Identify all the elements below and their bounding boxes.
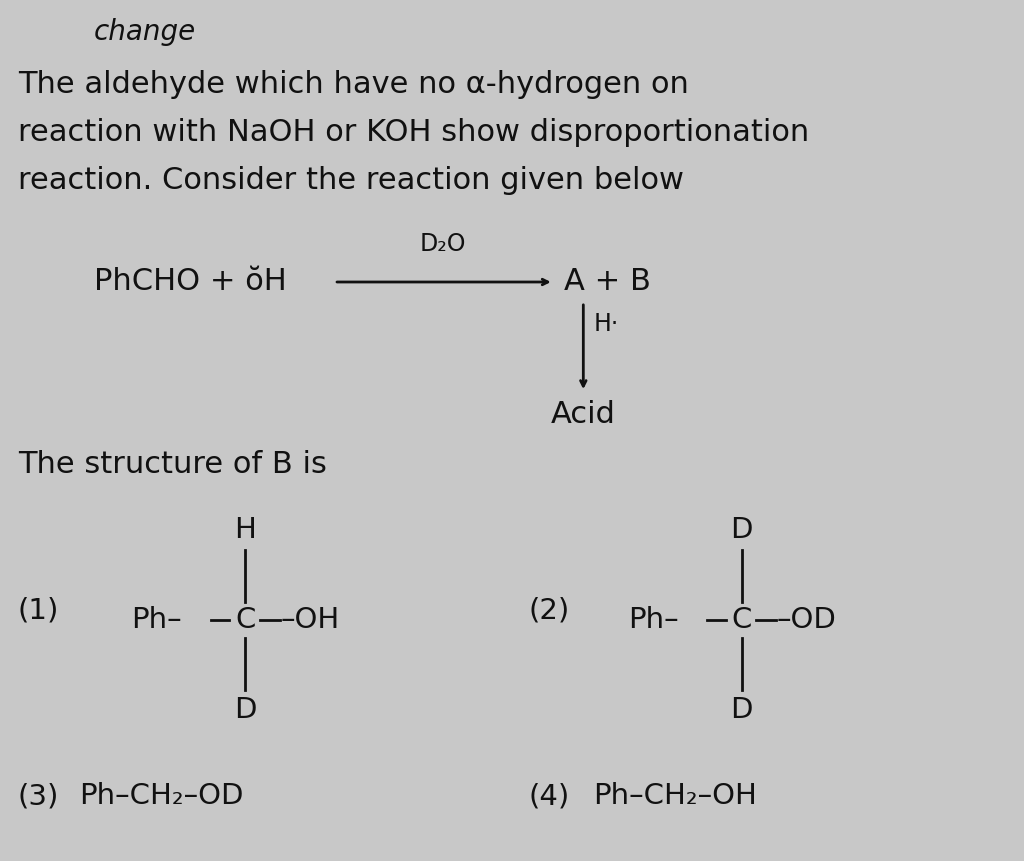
Text: A + B: A + B bbox=[563, 268, 650, 296]
Text: Acid: Acid bbox=[551, 400, 615, 429]
Text: (2): (2) bbox=[529, 596, 570, 624]
Text: Ph–: Ph– bbox=[131, 606, 182, 634]
Text: H·: H· bbox=[593, 312, 618, 336]
Text: PhCHO + ŏH: PhCHO + ŏH bbox=[94, 268, 287, 296]
Text: D: D bbox=[233, 696, 256, 724]
Text: D: D bbox=[730, 516, 753, 544]
Text: –OD: –OD bbox=[777, 606, 837, 634]
Text: Ph–: Ph– bbox=[628, 606, 679, 634]
Text: C: C bbox=[234, 606, 255, 634]
Text: Ph–CH₂–OD: Ph–CH₂–OD bbox=[79, 782, 244, 810]
Text: –OH: –OH bbox=[281, 606, 340, 634]
Text: reaction with NaOH or KOH show disproportionation: reaction with NaOH or KOH show dispropor… bbox=[17, 118, 809, 147]
Text: Ph–CH₂–OH: Ph–CH₂–OH bbox=[593, 782, 757, 810]
Text: (3): (3) bbox=[17, 782, 59, 810]
Text: The structure of B is: The structure of B is bbox=[17, 450, 327, 479]
Text: (1): (1) bbox=[17, 596, 59, 624]
Text: D: D bbox=[730, 696, 753, 724]
Text: D₂O: D₂O bbox=[420, 232, 466, 256]
Text: reaction. Consider the reaction given below: reaction. Consider the reaction given be… bbox=[17, 166, 684, 195]
Text: C: C bbox=[731, 606, 752, 634]
Text: H: H bbox=[234, 516, 256, 544]
Text: The aldehyde which have no α-hydrogen on: The aldehyde which have no α-hydrogen on bbox=[17, 70, 689, 99]
Text: change: change bbox=[94, 18, 197, 46]
Text: (4): (4) bbox=[529, 782, 570, 810]
